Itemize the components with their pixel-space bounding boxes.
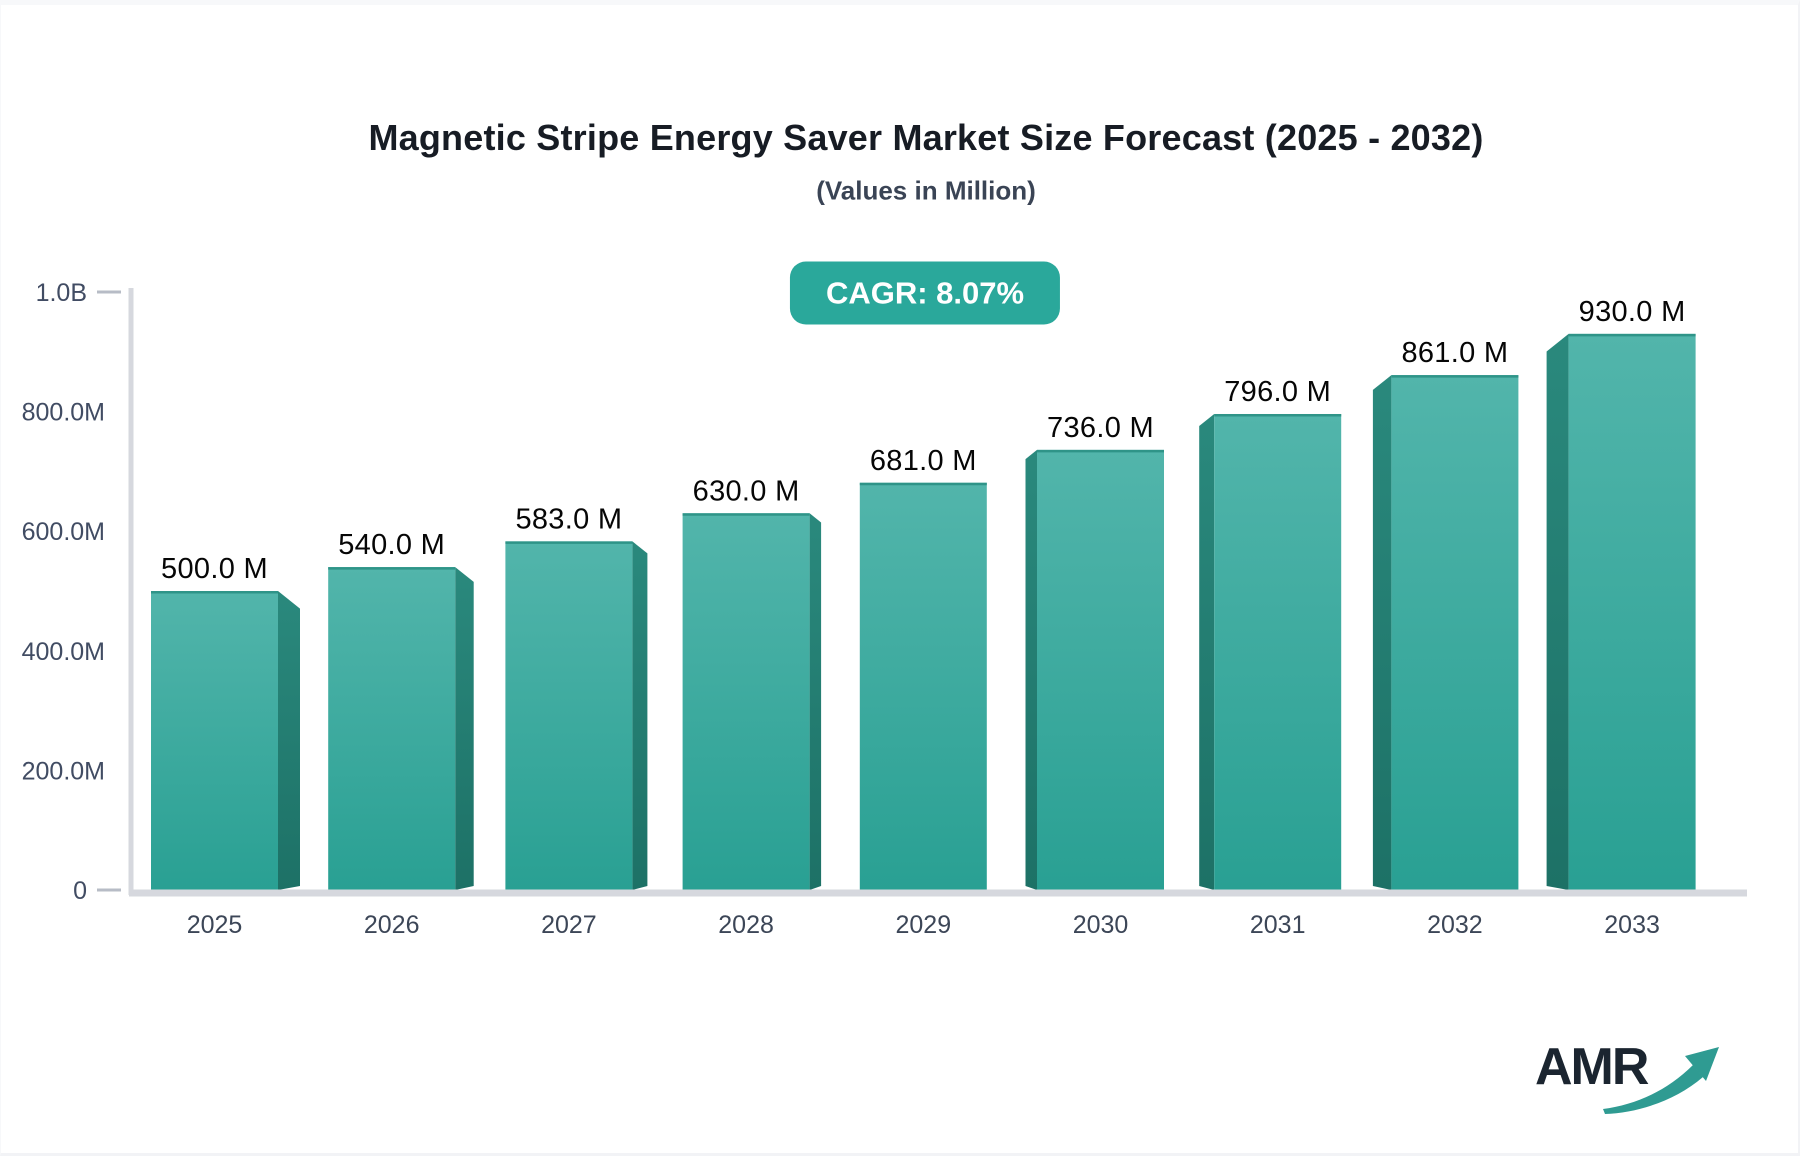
y-tick-label: 800.0M	[22, 399, 105, 427]
bar-side-face	[455, 567, 474, 890]
logo-arrow-head	[1685, 1047, 1719, 1081]
logo-arrow-swoosh	[1603, 1065, 1703, 1114]
x-tick-label: 2032	[1427, 911, 1483, 939]
bar-2025	[151, 591, 278, 890]
y-tick-label: 400.0M	[22, 638, 105, 666]
chart-subtitle: (Values in Million)	[816, 175, 1036, 206]
bar-chart: 1.0B 800.0M 600.0M 400.0M 200.0M 0 500.0 M 2025…	[22, 279, 1747, 939]
x-tick-label: 2025	[187, 911, 243, 939]
x-tick-label: 2030	[1073, 911, 1129, 939]
bar-side-face	[1372, 375, 1392, 890]
x-tick-label: 2031	[1250, 911, 1306, 939]
bar-value-label: 861.0 M	[1401, 337, 1508, 369]
bar-side-face	[809, 513, 822, 890]
bar-side-face	[1025, 449, 1037, 890]
bar-2032	[1391, 375, 1519, 890]
y-tick-label: 200.0M	[22, 757, 105, 785]
bar-value-label: 500.0 M	[161, 553, 268, 585]
bar-side-face	[632, 541, 648, 890]
bar-value-label: 540.0 M	[338, 529, 445, 561]
bar-value-label: 736.0 M	[1047, 412, 1154, 444]
y-tick-label: 1.0B	[36, 279, 87, 307]
bar-value-label: 681.0 M	[870, 445, 977, 477]
chart-title: Magnetic Stripe Energy Saver Market Size…	[368, 117, 1484, 158]
bar-2031	[1214, 413, 1342, 890]
bar-value-label: 630.0 M	[693, 475, 800, 507]
x-tick-label: 2026	[364, 911, 420, 939]
amr-logo-text: AMR	[1535, 1038, 1649, 1096]
bar-value-label: 583.0 M	[515, 503, 622, 535]
x-tick-label: 2027	[541, 911, 597, 939]
bar-2033	[1568, 333, 1696, 890]
x-tick-label: 2029	[895, 911, 951, 939]
bar-side-face	[1199, 413, 1215, 890]
bar-2029	[859, 482, 987, 890]
bar-2028	[682, 513, 810, 890]
amr-logo: AMR	[1535, 1041, 1725, 1121]
bar-value-label: 930.0 M	[1579, 296, 1686, 328]
x-tick-label: 2028	[718, 911, 774, 939]
bar-value-label: 796.0 M	[1224, 376, 1331, 408]
bar-side-face	[278, 591, 300, 890]
bar-side-face	[1546, 333, 1569, 890]
y-tick-label: 600.0M	[22, 518, 105, 546]
bar-2026	[328, 567, 456, 890]
y-tick-label: 0	[73, 877, 87, 905]
bar-2027	[505, 541, 633, 890]
bar-2030	[1037, 449, 1164, 890]
x-tick-label: 2033	[1604, 911, 1660, 939]
cagr-badge: CAGR: 8.07%	[789, 261, 1061, 325]
logo-growth-arrow-icon	[1603, 1047, 1719, 1114]
